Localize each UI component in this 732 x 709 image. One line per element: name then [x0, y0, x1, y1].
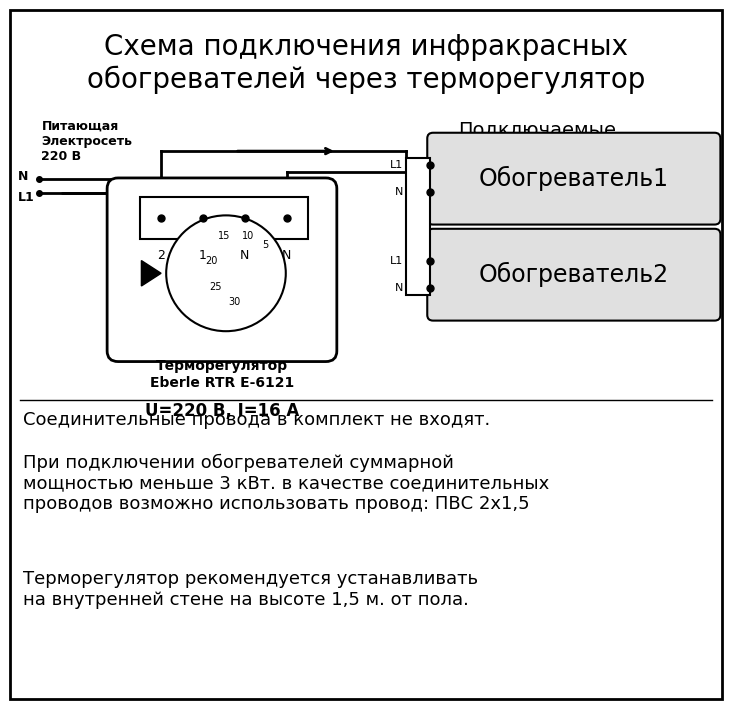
Text: L1: L1	[390, 256, 403, 267]
FancyBboxPatch shape	[427, 229, 720, 320]
Circle shape	[166, 216, 285, 331]
Text: 20: 20	[205, 256, 217, 267]
Text: N: N	[240, 249, 250, 262]
Text: Обогреватель1: Обогреватель1	[479, 166, 669, 191]
Text: N: N	[282, 249, 291, 262]
Text: 1: 1	[199, 249, 206, 262]
Text: Терморегулятор рекомендуется устанавливать
на внутренней стене на высоте 1,5 м. : Терморегулятор рекомендуется устанавлива…	[23, 570, 479, 609]
Text: 10: 10	[242, 231, 254, 241]
FancyBboxPatch shape	[107, 178, 337, 362]
Text: L1: L1	[390, 160, 403, 170]
Text: Терморегулятор
Eberle RTR E-6121: Терморегулятор Eberle RTR E-6121	[150, 359, 294, 390]
Text: 30: 30	[228, 296, 241, 306]
FancyBboxPatch shape	[427, 133, 720, 225]
Text: N: N	[395, 283, 403, 293]
Text: 5: 5	[262, 240, 269, 250]
Text: N: N	[18, 170, 28, 183]
Text: L1: L1	[18, 191, 34, 203]
Text: Подключаемые
обогреватели: Подключаемые обогреватели	[458, 120, 616, 162]
Text: N: N	[395, 187, 403, 197]
Text: 15: 15	[217, 231, 230, 241]
Text: Соединительные провода в комплект не входят.: Соединительные провода в комплект не вхо…	[23, 411, 490, 429]
Text: При подключении обогревателей суммарной
мощностью меньше 3 кВт. в качестве соеди: При подключении обогревателей суммарной …	[23, 453, 550, 513]
Text: Схема подключения инфракрасных
обогревателей через терморегулятор: Схема подключения инфракрасных обогреват…	[87, 33, 645, 94]
Bar	[140, 197, 307, 240]
Bar	[406, 158, 430, 295]
Text: Питающая
Электросеть
220 В: Питающая Электросеть 220 В	[42, 120, 132, 163]
Text: 25: 25	[209, 282, 222, 292]
Polygon shape	[141, 261, 161, 286]
Text: Обогреватель2: Обогреватель2	[479, 262, 669, 287]
Text: U=220 В, I=16 А: U=220 В, I=16 А	[145, 402, 299, 420]
Text: 2: 2	[157, 249, 165, 262]
